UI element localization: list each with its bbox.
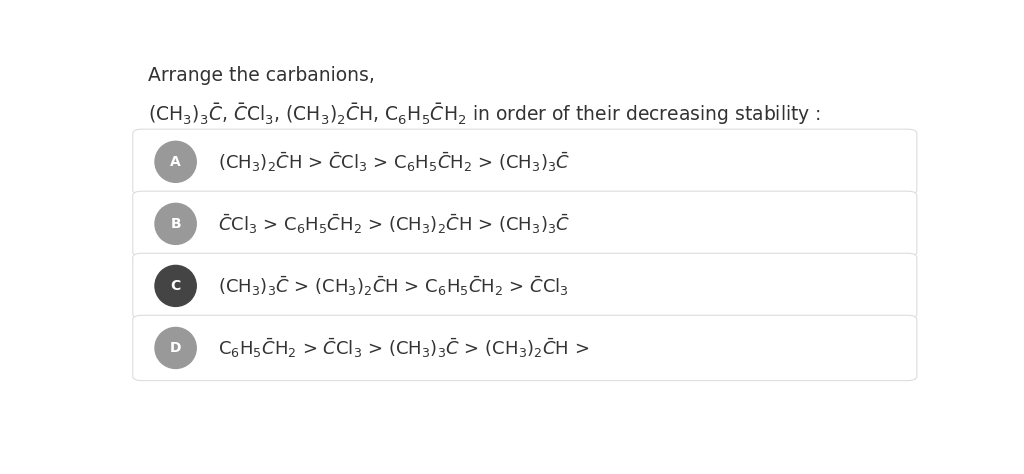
Text: B: B <box>170 217 181 231</box>
FancyBboxPatch shape <box>133 315 916 381</box>
FancyBboxPatch shape <box>133 191 916 256</box>
Text: C: C <box>170 279 181 293</box>
Ellipse shape <box>155 141 197 182</box>
Ellipse shape <box>155 265 197 306</box>
Text: $\bar{C}$Cl$_3$ > C$_6$H$_5$$\bar{C}$H$_2$ > (CH$_3$)$_2$$\bar{C}$H > (CH$_3$)$_: $\bar{C}$Cl$_3$ > C$_6$H$_5$$\bar{C}$H$_… <box>218 212 570 236</box>
Text: D: D <box>170 341 181 355</box>
Text: A: A <box>170 155 181 169</box>
Ellipse shape <box>155 328 197 368</box>
Ellipse shape <box>155 203 197 245</box>
FancyBboxPatch shape <box>133 253 916 319</box>
Text: (CH$_3$)$_3$$\bar{C}$, $\bar{C}$Cl$_3$, (CH$_3$)$_2$$\bar{C}$H, C$_6$H$_5$$\bar{: (CH$_3$)$_3$$\bar{C}$, $\bar{C}$Cl$_3$, … <box>147 100 821 127</box>
Text: Arrange the carbanions,: Arrange the carbanions, <box>147 66 375 85</box>
Text: C$_6$H$_5$$\bar{C}$H$_2$ > $\bar{C}$Cl$_3$ > (CH$_3$)$_3$$\bar{C}$ > (CH$_3$)$_2: C$_6$H$_5$$\bar{C}$H$_2$ > $\bar{C}$Cl$_… <box>218 336 589 360</box>
Text: (CH$_3$)$_3$$\bar{C}$ > (CH$_3$)$_2$$\bar{C}$H > C$_6$H$_5$$\bar{C}$H$_2$ > $\ba: (CH$_3$)$_3$$\bar{C}$ > (CH$_3$)$_2$$\ba… <box>218 274 568 298</box>
Text: (CH$_3$)$_2$$\bar{C}$H > $\bar{C}$Cl$_3$ > C$_6$H$_5$$\bar{C}$H$_2$ > (CH$_3$)$_: (CH$_3$)$_2$$\bar{C}$H > $\bar{C}$Cl$_3$… <box>218 150 570 173</box>
FancyBboxPatch shape <box>133 129 916 194</box>
